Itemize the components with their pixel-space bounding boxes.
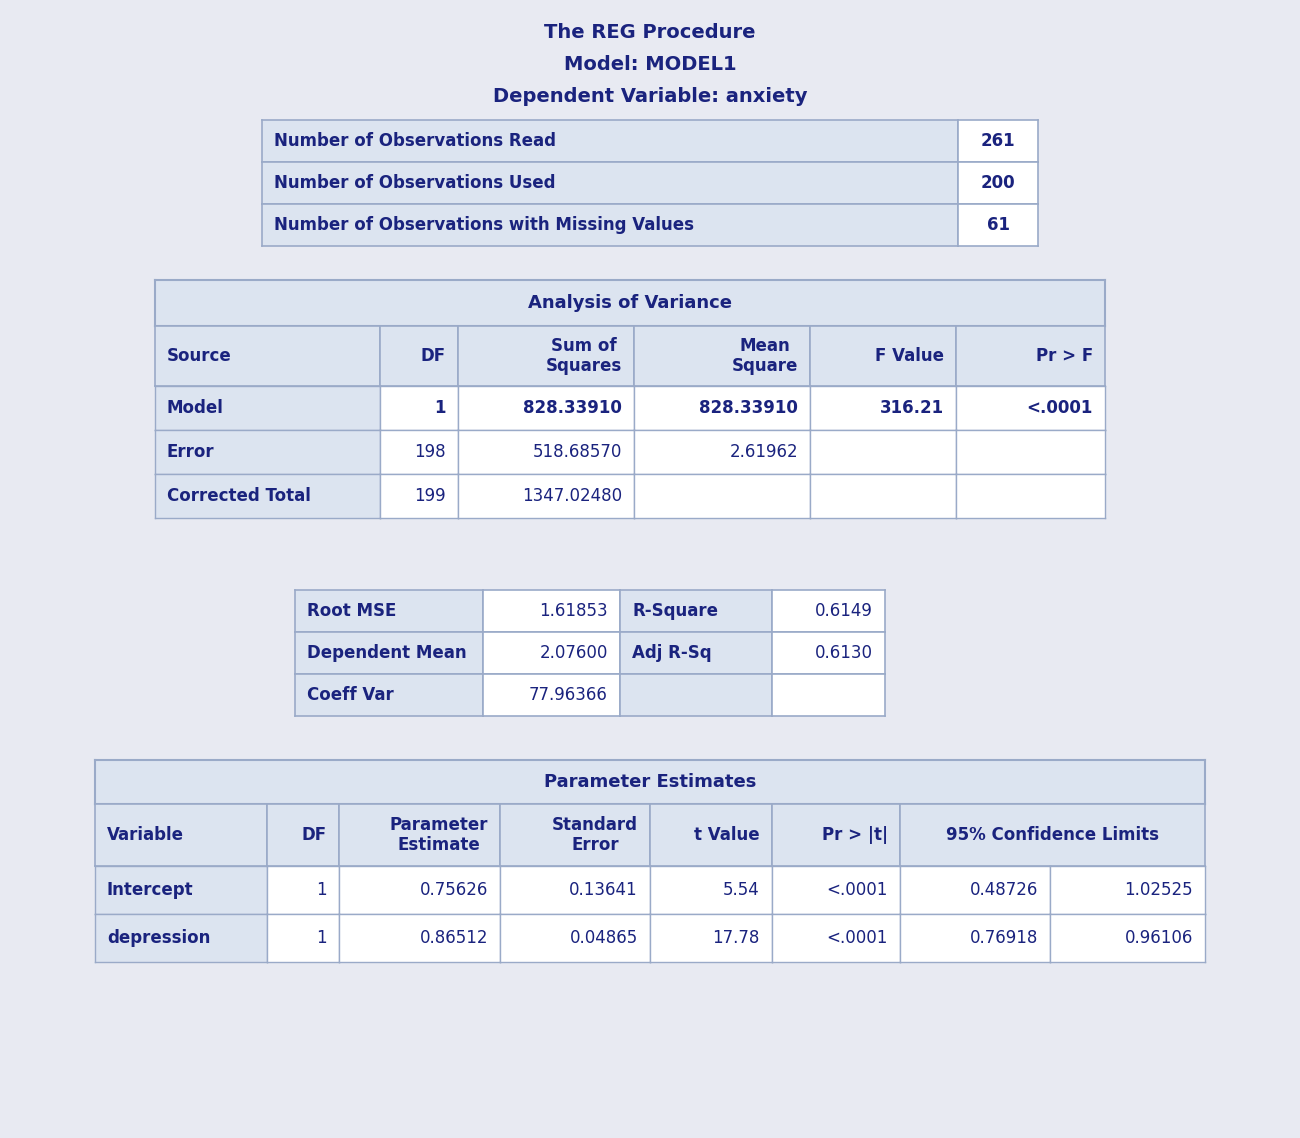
Text: Number of Observations Read: Number of Observations Read — [274, 132, 556, 150]
Text: Source: Source — [166, 347, 231, 365]
Text: Sum of
Squares: Sum of Squares — [546, 337, 621, 376]
Text: F Value: F Value — [875, 347, 944, 365]
Text: R-Square: R-Square — [632, 602, 718, 620]
Text: Number of Observations Used: Number of Observations Used — [274, 174, 555, 192]
Text: DF: DF — [421, 347, 446, 365]
Text: 0.76918: 0.76918 — [970, 929, 1037, 947]
Text: 0.96106: 0.96106 — [1124, 929, 1193, 947]
Text: 200: 200 — [980, 174, 1015, 192]
Text: 0.13641: 0.13641 — [569, 881, 638, 899]
Text: 0.75626: 0.75626 — [420, 881, 488, 899]
Text: Root MSE: Root MSE — [307, 602, 396, 620]
Text: Variable: Variable — [107, 826, 185, 844]
Text: 5.54: 5.54 — [723, 881, 760, 899]
Text: 316.21: 316.21 — [880, 399, 944, 417]
Text: 1.02525: 1.02525 — [1124, 881, 1193, 899]
Text: 828.33910: 828.33910 — [699, 399, 798, 417]
Text: Adj R-Sq: Adj R-Sq — [632, 644, 711, 662]
Text: 0.6130: 0.6130 — [815, 644, 874, 662]
Text: 199: 199 — [415, 487, 446, 505]
Text: t Value: t Value — [694, 826, 760, 844]
Text: Mean
Square: Mean Square — [732, 337, 798, 376]
Text: 1.61853: 1.61853 — [540, 602, 608, 620]
Text: The REG Procedure: The REG Procedure — [545, 23, 755, 41]
Text: <.0001: <.0001 — [827, 929, 888, 947]
Text: Dependent Variable: anxiety: Dependent Variable: anxiety — [493, 86, 807, 106]
Text: Parameter Estimates: Parameter Estimates — [543, 773, 757, 791]
Text: 1: 1 — [434, 399, 446, 417]
Text: 77.96366: 77.96366 — [529, 686, 608, 704]
Text: Model: MODEL1: Model: MODEL1 — [564, 55, 736, 74]
Text: 0.86512: 0.86512 — [420, 929, 488, 947]
Text: Number of Observations with Missing Values: Number of Observations with Missing Valu… — [274, 216, 694, 234]
Text: 828.33910: 828.33910 — [523, 399, 621, 417]
Text: 518.68570: 518.68570 — [533, 443, 621, 461]
Text: Pr > |t|: Pr > |t| — [822, 826, 888, 844]
Text: DF: DF — [302, 826, 328, 844]
Text: 0.48726: 0.48726 — [970, 881, 1037, 899]
Text: Intercept: Intercept — [107, 881, 194, 899]
Text: Error: Error — [166, 443, 214, 461]
Text: <.0001: <.0001 — [827, 881, 888, 899]
Text: Dependent Mean: Dependent Mean — [307, 644, 467, 662]
Text: 1: 1 — [316, 881, 328, 899]
Text: 0.04865: 0.04865 — [569, 929, 638, 947]
Text: depression: depression — [107, 929, 211, 947]
Text: 95% Confidence Limits: 95% Confidence Limits — [945, 826, 1158, 844]
Text: <.0001: <.0001 — [1027, 399, 1093, 417]
Text: Parameter
Estimate: Parameter Estimate — [390, 816, 488, 855]
Text: 2.61962: 2.61962 — [729, 443, 798, 461]
Text: 198: 198 — [415, 443, 446, 461]
Text: Model: Model — [166, 399, 224, 417]
Text: 2.07600: 2.07600 — [540, 644, 608, 662]
Text: 1347.02480: 1347.02480 — [521, 487, 621, 505]
Text: 61: 61 — [987, 216, 1010, 234]
Text: 1: 1 — [316, 929, 328, 947]
Text: Coeff Var: Coeff Var — [307, 686, 394, 704]
Text: Standard
Error: Standard Error — [552, 816, 638, 855]
Text: Analysis of Variance: Analysis of Variance — [528, 294, 732, 312]
Text: Pr > F: Pr > F — [1036, 347, 1093, 365]
Text: 261: 261 — [980, 132, 1015, 150]
Text: 17.78: 17.78 — [712, 929, 760, 947]
Text: Corrected Total: Corrected Total — [166, 487, 311, 505]
Text: 0.6149: 0.6149 — [815, 602, 874, 620]
